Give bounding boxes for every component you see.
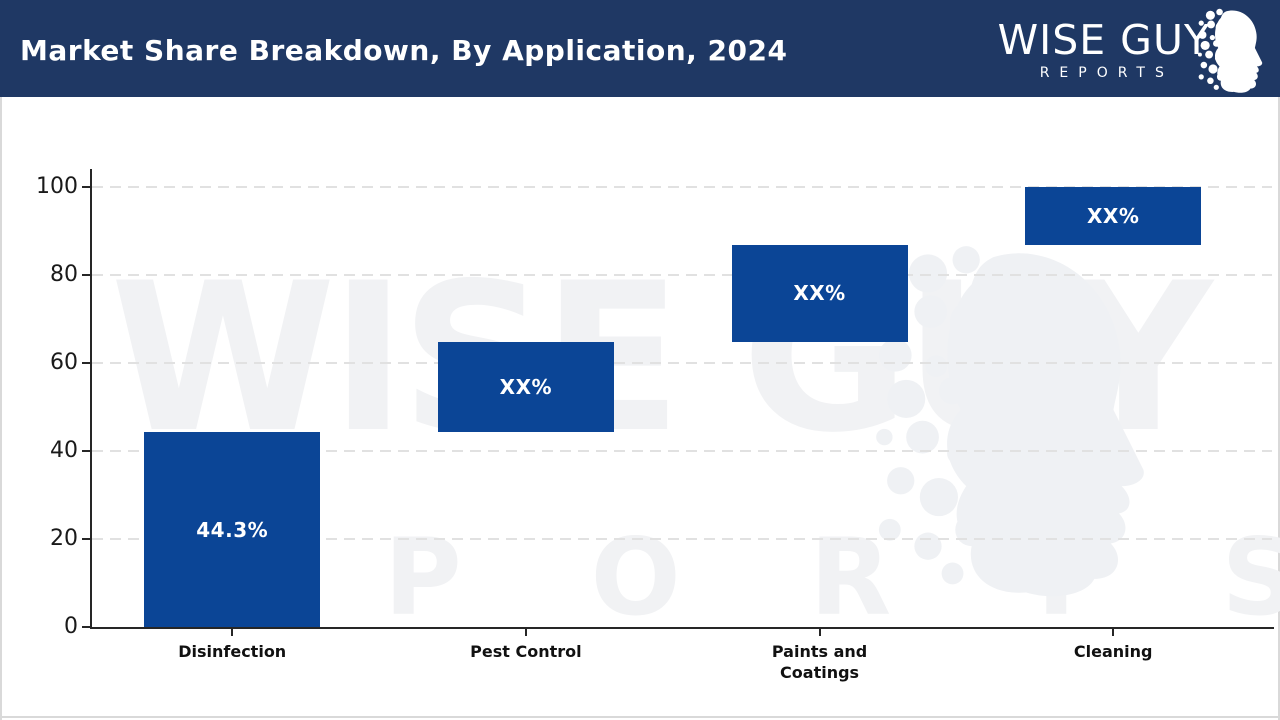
wiseguy-logo-text: WISE GUY REPORTS bbox=[997, 16, 1210, 81]
x-tick-mark bbox=[524, 629, 527, 636]
wiseguy-logo: WISE GUY REPORTS bbox=[998, 6, 1268, 94]
bar-pest-control: XX% bbox=[437, 341, 614, 433]
bar-cleaning: XX% bbox=[1025, 187, 1202, 246]
y-tick-mark bbox=[82, 186, 90, 188]
x-tick-mark bbox=[818, 629, 821, 636]
y-tick-mark bbox=[82, 626, 90, 628]
y-tick-label: 20 bbox=[50, 526, 78, 551]
y-tick-label: 40 bbox=[50, 438, 78, 463]
header-bar: Market Share Breakdown, By Application, … bbox=[0, 0, 1280, 97]
x-axis-spine bbox=[90, 627, 1274, 629]
plot-area: 0 20 40 60 80 100 44.3% Disinfection XX% Pest Con… bbox=[2, 97, 1280, 720]
gridline-60 bbox=[92, 362, 1272, 364]
y-axis-spine bbox=[90, 169, 92, 629]
bar-value-label: XX% bbox=[1087, 204, 1140, 229]
y-tick-label: 0 bbox=[64, 614, 78, 639]
x-category-label: Cleaning bbox=[1073, 642, 1153, 661]
y-tick-mark bbox=[82, 362, 90, 364]
footer-divider bbox=[2, 716, 1278, 718]
wiseguy-logo-tagline: REPORTS bbox=[1039, 64, 1174, 81]
bar-paints-and-coatings: XX% bbox=[731, 245, 908, 342]
y-tick-label: 60 bbox=[50, 350, 78, 375]
x-category-label: Paints and Coatings bbox=[771, 642, 868, 682]
wiseguy-logo-name: WISE GUY bbox=[997, 16, 1210, 65]
x-category-label: Disinfection bbox=[178, 642, 287, 661]
x-tick-mark bbox=[231, 629, 234, 636]
bar-value-label: XX% bbox=[499, 374, 553, 399]
bar-disinfection: 44.3% bbox=[144, 432, 321, 627]
y-tick-mark bbox=[82, 274, 90, 276]
bar-value-label: 44.3% bbox=[196, 517, 269, 542]
gridline-80 bbox=[92, 274, 1272, 276]
gridline-100 bbox=[92, 186, 1272, 188]
x-category-label: Pest Control bbox=[470, 642, 582, 661]
y-tick-mark bbox=[82, 538, 90, 540]
chart-region: WISE GUY P O R T S 0 20 40 60 80 100 44.3% Disi… bbox=[0, 97, 1280, 720]
y-tick-mark bbox=[82, 450, 90, 452]
y-tick-label: 100 bbox=[36, 174, 78, 199]
watermark-ports-text: P O R T S bbox=[384, 516, 1280, 639]
gridline-20 bbox=[92, 538, 1272, 540]
x-tick-mark bbox=[1112, 629, 1115, 636]
y-tick-label: 80 bbox=[50, 262, 78, 287]
page-title: Market Share Breakdown, By Application, … bbox=[20, 34, 788, 67]
bar-value-label: XX% bbox=[793, 281, 846, 306]
gridline-40 bbox=[92, 450, 1272, 452]
